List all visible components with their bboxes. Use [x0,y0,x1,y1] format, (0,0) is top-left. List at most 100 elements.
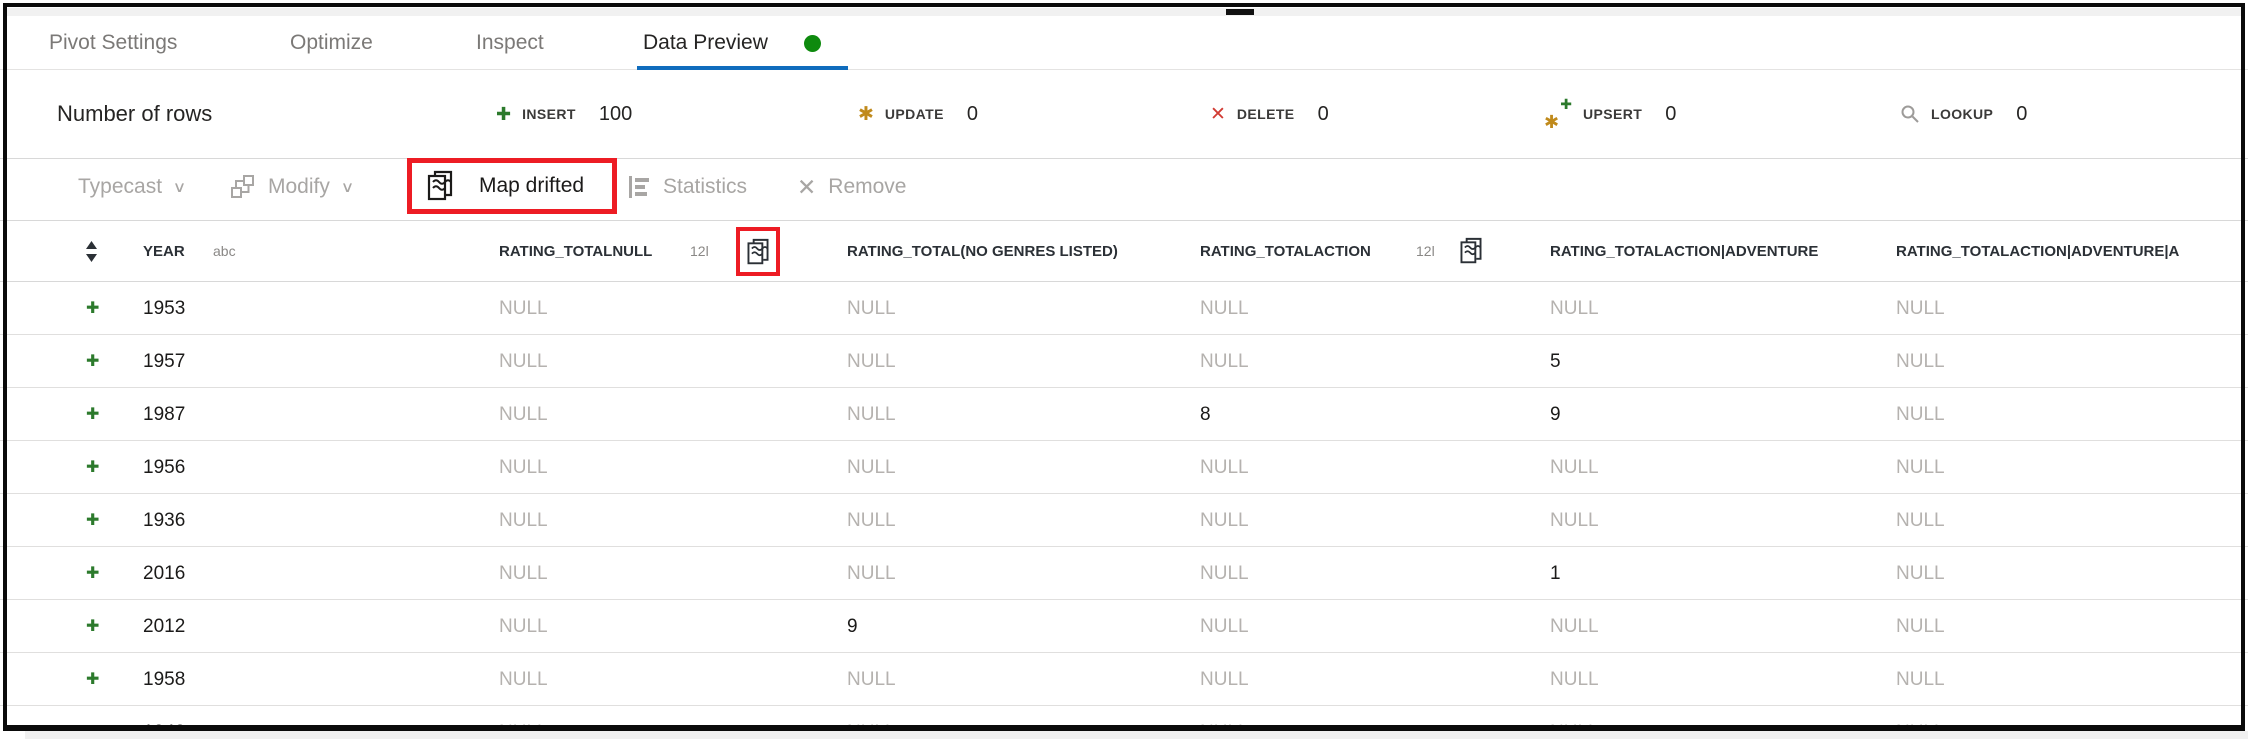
column-header-rating-totalaction-adventure-a[interactable]: RATING_TOTALACTION|ADVENTURE|A [1896,242,2180,260]
drift-icon [1458,221,1484,281]
top-scrollbar-thumb[interactable] [1226,9,1254,15]
cell-value: NULL [847,706,896,725]
row-stats-bar: Number of rows ✚ INSERT 100 ✱ UPDATE 0 ✕… [0,70,2248,159]
stat-value: 100 [598,102,633,125]
cell-value: NULL [1896,404,1945,425]
cell-value: NULL [499,669,548,690]
cell-value: NULL [499,457,548,478]
stat-label: DELETE [1236,106,1295,122]
cell-value: NULL [1896,616,1945,637]
top-scrollbar-track [7,8,2241,16]
stat-value: 0 [2016,102,2028,125]
tab-pivot-settings[interactable]: Pivot Settings [49,16,177,70]
insert-row-icon: ✚ [86,565,100,582]
column-toolbar: Typecast ∨ Modify ∨ Map drifted [0,158,2248,221]
column-header-rating-totalaction[interactable]: RATING_TOTALACTION [1200,242,1371,260]
cell-value: NULL [1550,298,1599,319]
drift-icon [425,169,455,203]
remove-label: Remove [828,175,907,198]
tab-optimize[interactable]: Optimize [290,16,373,70]
cell-value: NULL [1896,563,1945,584]
tab-label: Data Preview [643,31,768,54]
table-body: ✚ 1953 NULL NULL NULL NULL NULL ✚ 1957 N… [0,282,2248,725]
table-row: ✚ 1956 NULL NULL NULL NULL NULL [0,441,2248,494]
table-row: ✚ 2012 NULL 9 NULL NULL NULL [0,600,2248,653]
cell-value: 9 [847,616,858,637]
highlight-box-map-drifted: Map drifted [407,158,617,214]
number-of-rows-label: Number of rows [57,101,213,126]
typecast-label: Typecast [78,175,163,198]
type-badge-integer: 12l [1416,243,1435,259]
stat-label: INSERT [522,106,576,122]
cell-value: 1 [1550,563,1561,584]
row-year: 1943 [143,706,185,725]
row-year: 1957 [143,351,186,372]
stat-label: LOOKUP [1931,106,1994,122]
plus-icon: ✚ [496,104,512,124]
cell-value: NULL [1896,669,1945,690]
cell-value: NULL [847,669,896,690]
table-row: ✚ 1953 NULL NULL NULL NULL NULL [0,282,2248,335]
stat-label: UPSERT [1583,106,1643,122]
insert-row-icon: ✚ [86,406,100,423]
cell-value: NULL [499,616,548,637]
bar-chart-icon [627,174,651,200]
magnifier-icon [1900,104,1920,124]
column-header-year[interactable]: YEAR [143,242,185,260]
cell-value: NULL [1200,510,1249,531]
sort-icon[interactable] [84,221,99,281]
stat-delete: ✕ DELETE 0 [1210,70,1329,158]
cell-value: 5 [1550,351,1561,372]
chevron-down-icon: ∨ [340,179,355,196]
column-header-rating-totalnull[interactable]: RATING_TOTALNULL [499,242,653,260]
row-year: 1953 [143,298,186,319]
column-header-rating-total-no-genres[interactable]: RATING_TOTAL(NO GENRES LISTED) [847,242,1118,260]
map-drifted-button[interactable]: Map drifted [425,169,584,203]
tab-label: Optimize [290,31,373,54]
tab-label: Inspect [476,31,544,54]
modify-button[interactable]: Modify ∨ [229,159,355,215]
typecast-button[interactable]: Typecast ∨ [78,159,186,215]
statistics-label: Statistics [663,175,748,198]
cell-value: NULL [1200,669,1249,690]
cell-value: NULL [1550,616,1599,637]
cell-value: NULL [1896,298,1945,319]
column-header-rating-totalaction-adventure[interactable]: RATING_TOTALACTION|ADVENTURE [1550,242,1819,260]
insert-row-icon: ✚ [86,300,100,317]
remove-button[interactable]: ✕ Remove [797,159,906,215]
row-year: 2016 [143,563,186,584]
cell-value: NULL [1550,510,1599,531]
insert-row-icon: ✚ [86,618,100,635]
type-badge-integer: 12l [690,243,709,259]
table-row: ✚ 1936 NULL NULL NULL NULL NULL [0,494,2248,547]
cell-value: NULL [1200,706,1249,725]
cell-value: NULL [1896,706,1945,725]
map-drifted-label: Map drifted [479,174,585,197]
table-row: ✚ 1958 NULL NULL NULL NULL NULL [0,653,2248,706]
tab-inspect[interactable]: Inspect [476,16,544,70]
cell-value: NULL [499,404,548,425]
stat-upsert: ✱ ✚ UPSERT 0 [1544,70,1676,158]
cell-value: NULL [847,563,896,584]
cell-value: NULL [847,404,896,425]
cell-value: NULL [1200,616,1249,637]
cell-value: NULL [499,351,548,372]
cell-value: NULL [1200,298,1249,319]
statistics-button[interactable]: Statistics [627,159,747,215]
stat-value: 0 [1317,102,1329,125]
stat-lookup: LOOKUP 0 [1900,70,2027,158]
type-badge-string: abc [213,243,236,259]
cell-value: NULL [847,351,896,372]
cell-value: NULL [499,298,548,319]
row-year: 1956 [143,457,186,478]
cell-value: NULL [847,510,896,531]
table-row: ✚ 1957 NULL NULL NULL 5 NULL [0,335,2248,388]
cell-value: NULL [1896,351,1945,372]
tab-bar: Pivot Settings Optimize Inspect Data Pre… [0,16,2248,71]
cell-value: 8 [1200,404,1211,425]
table-row: ✚ 2016 NULL NULL NULL 1 NULL [0,547,2248,600]
stat-insert: ✚ INSERT 100 [496,70,632,158]
tab-data-preview[interactable]: Data Preview [643,16,821,70]
modify-label: Modify [268,175,330,198]
insert-row-icon: ✚ [86,512,100,529]
